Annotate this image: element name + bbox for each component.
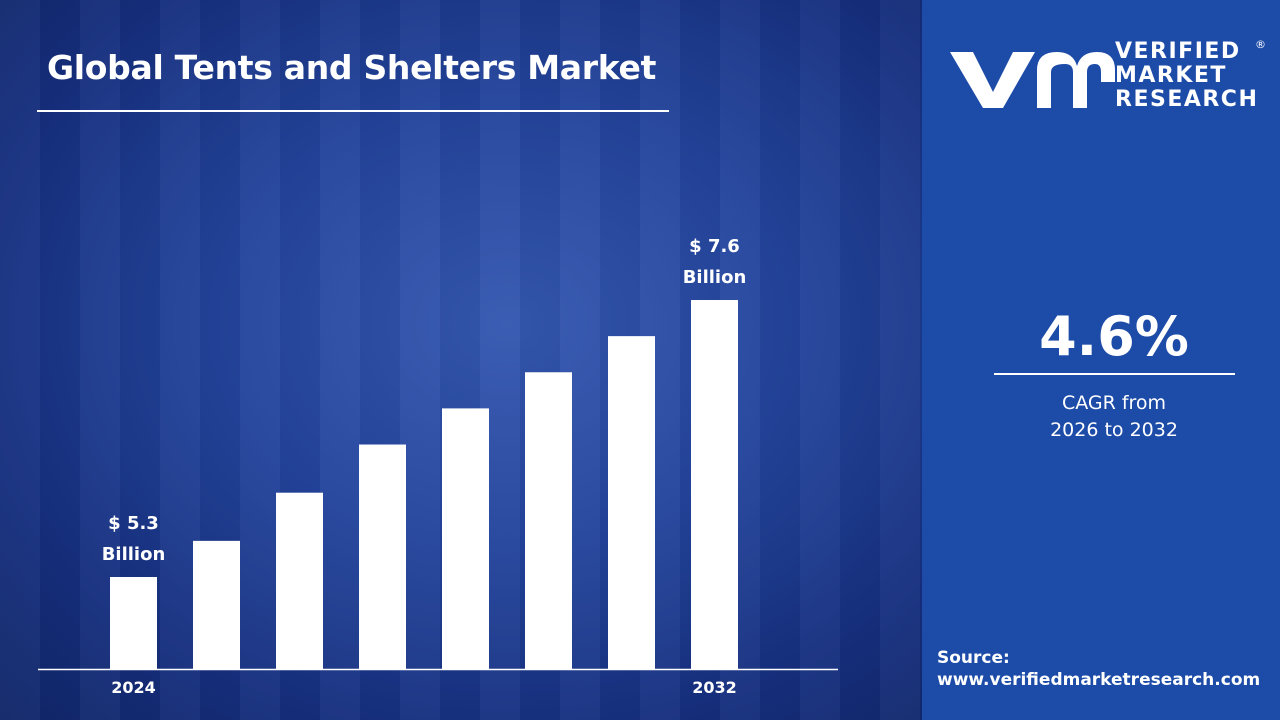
- cagr-label: CAGR from 2026 to 2032: [994, 390, 1234, 444]
- brand-name: VERIFIED MARKET RESEARCH: [1115, 40, 1258, 112]
- brand-line-2: MARKET: [1115, 63, 1227, 88]
- brand-line-1: VERIFIED: [1115, 39, 1241, 64]
- sidebar-panel: [922, 0, 1280, 720]
- bar: [608, 336, 655, 669]
- page-title: Global Tents and Shelters Market: [47, 48, 657, 87]
- cagr-label-line-2: 2026 to 2032: [1050, 419, 1178, 441]
- bar: [193, 540, 240, 669]
- registered-mark: ®: [1255, 38, 1266, 51]
- bar-chart: 2024 2032 $ 5.3 Billion $ 7.6 Billion: [38, 236, 838, 697]
- data-label: $ 7.6: [689, 236, 740, 257]
- source-url[interactable]: www.verifiedmarketresearch.com: [937, 670, 1261, 690]
- bar: [359, 444, 406, 669]
- x-tick-label: 2024: [111, 678, 156, 697]
- source: Source: www.verifiedmarketresearch.com: [937, 647, 1260, 691]
- x-tick-label: 2032: [692, 678, 737, 697]
- bar: [442, 408, 489, 669]
- source-label: Source:: [937, 648, 1010, 668]
- data-label: Billion: [102, 544, 166, 565]
- bar: [691, 300, 738, 669]
- data-label: Billion: [683, 267, 747, 288]
- cagr-label-line-1: CAGR from: [1061, 392, 1167, 414]
- bar: [110, 577, 157, 669]
- cagr-value: 4.6%: [1039, 305, 1189, 368]
- cagr-divider: [994, 373, 1235, 375]
- bar: [525, 372, 572, 669]
- bar: [276, 492, 323, 669]
- brand-line-3: RESEARCH: [1115, 87, 1259, 112]
- vmr-logo: [950, 52, 1115, 108]
- data-label: $ 5.3: [108, 513, 159, 534]
- title-divider: [37, 110, 669, 112]
